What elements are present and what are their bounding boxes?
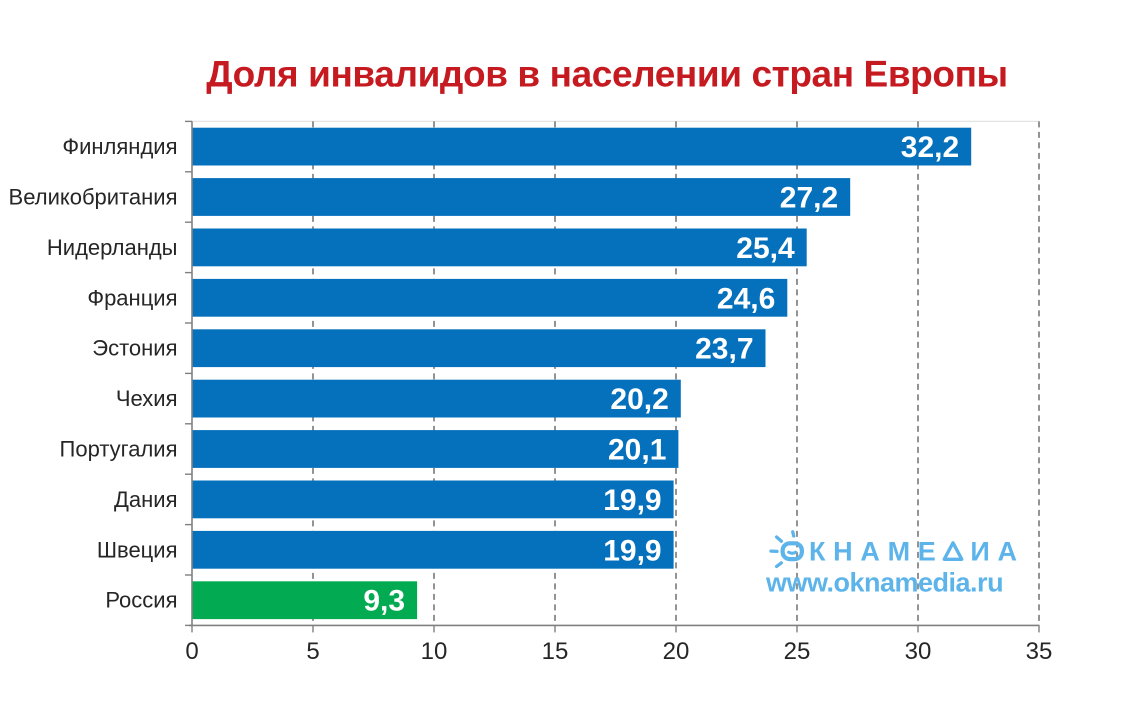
svg-text:20,2: 20,2 — [610, 383, 668, 416]
svg-text:35: 35 — [1026, 638, 1053, 665]
svg-text:19,9: 19,9 — [603, 534, 661, 567]
svg-text:www.oknamedia.ru: www.oknamedia.ru — [765, 568, 1003, 598]
svg-text:20: 20 — [663, 638, 690, 665]
svg-text:Дания: Дания — [114, 487, 178, 512]
svg-text:15: 15 — [542, 638, 569, 665]
svg-text:Доля инвалидов в населении стр: Доля инвалидов в населении стран Европы — [206, 54, 1007, 95]
svg-text:Чехия: Чехия — [116, 386, 178, 411]
svg-text:9,3: 9,3 — [363, 585, 405, 618]
svg-text:Швеция: Швеция — [97, 537, 178, 562]
svg-text:20,1: 20,1 — [608, 434, 666, 467]
svg-text:27,2: 27,2 — [780, 182, 838, 215]
svg-text:Великобритания: Великобритания — [9, 185, 178, 210]
svg-text:5: 5 — [306, 638, 319, 665]
svg-text:24,6: 24,6 — [717, 282, 775, 315]
svg-text:25: 25 — [784, 638, 811, 665]
svg-text:Финляндия: Финляндия — [62, 134, 177, 159]
svg-text:КНАМЕДИА: КНАМЕДИА — [809, 537, 1025, 567]
svg-text:Россия: Россия — [105, 588, 177, 613]
svg-text:19,9: 19,9 — [603, 484, 661, 517]
svg-text:32,2: 32,2 — [901, 131, 959, 164]
svg-text:Франция: Франция — [87, 285, 177, 310]
svg-text:Нидерланды: Нидерланды — [47, 235, 178, 260]
svg-text:23,7: 23,7 — [695, 333, 753, 366]
svg-text:25,4: 25,4 — [736, 232, 795, 265]
svg-text:30: 30 — [905, 638, 932, 665]
svg-text:Португалия: Португалия — [60, 437, 178, 462]
svg-text:10: 10 — [421, 638, 448, 665]
svg-text:0: 0 — [185, 638, 198, 665]
svg-text:Эстония: Эстония — [92, 336, 177, 361]
